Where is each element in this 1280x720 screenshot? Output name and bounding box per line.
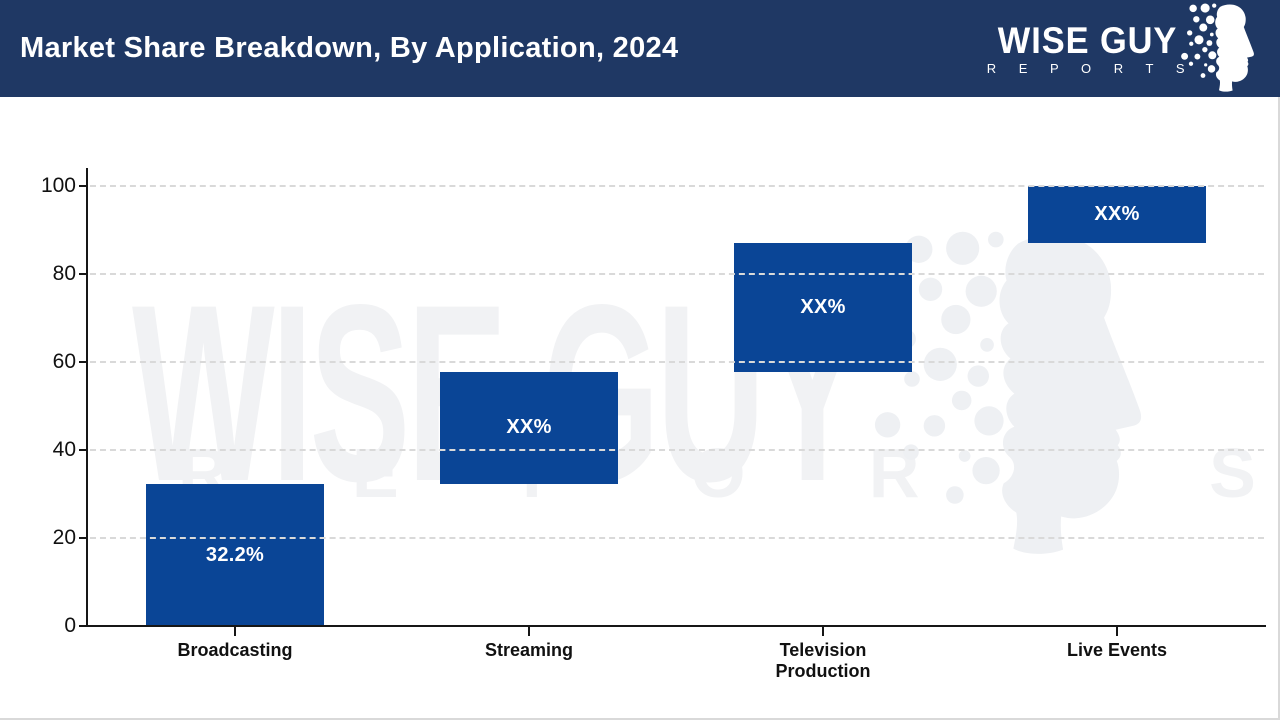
x-axis-line <box>86 625 1266 627</box>
bar-label: 32.2% <box>205 543 265 566</box>
bar-label: XX% <box>506 416 552 439</box>
y-tick-mark <box>79 537 88 539</box>
gridline <box>90 185 1264 187</box>
x-category-label: Streaming <box>414 640 644 661</box>
x-category-label: Live Events <box>1002 640 1232 661</box>
y-tick-label: 60 <box>52 350 76 373</box>
x-category-label: Television Production <box>708 640 938 681</box>
gridline <box>90 449 1264 451</box>
wiseguy-logo: WISE GUY R E P O R T S <box>983 0 1266 97</box>
x-tick-mark <box>822 627 824 636</box>
y-tick-mark <box>79 185 88 187</box>
x-category-label-line: Television <box>779 640 867 660</box>
bar-label: XX% <box>1094 203 1140 226</box>
y-tick-label: 0 <box>64 614 76 637</box>
x-category-label-line: Broadcasting <box>177 640 293 660</box>
x-tick-mark <box>528 627 530 636</box>
y-tick-mark <box>79 273 88 275</box>
y-tick-label: 40 <box>52 438 76 461</box>
bar-broadcasting: 32.2% <box>146 484 324 626</box>
x-tick-mark <box>1116 627 1118 636</box>
gridline <box>90 537 1264 539</box>
x-tick-mark <box>234 627 236 636</box>
gridline <box>90 273 1264 275</box>
y-tick-mark <box>79 449 88 451</box>
bar-television-production: XX% <box>734 243 912 372</box>
y-tick-mark <box>79 361 88 363</box>
x-category-label-line: Live Events <box>1066 640 1168 660</box>
x-category-label-line: Production <box>775 660 871 681</box>
y-axis-line <box>86 168 88 627</box>
bar-streaming: XX% <box>440 371 618 485</box>
bar-label: XX% <box>800 295 846 318</box>
logo-wiseguy-text: WISE GUY <box>997 20 1177 61</box>
x-category-label-line: Streaming <box>484 640 574 660</box>
y-tick-mark <box>79 625 88 627</box>
logo-reports-text: R E P O R T S <box>986 61 1194 76</box>
y-tick-label: 100 <box>40 174 76 197</box>
x-category-label: Broadcasting <box>120 640 350 661</box>
page-title: Market Share Breakdown, By Application, … <box>20 32 679 64</box>
y-tick-label: 80 <box>52 262 76 285</box>
y-tick-label: 20 <box>52 526 76 549</box>
bar-live-events: XX% <box>1028 186 1206 244</box>
logo-text: WISE GUY R E P O R T S <box>983 22 1194 75</box>
gridline <box>90 361 1264 363</box>
header: Market Share Breakdown, By Application, … <box>0 0 1280 97</box>
